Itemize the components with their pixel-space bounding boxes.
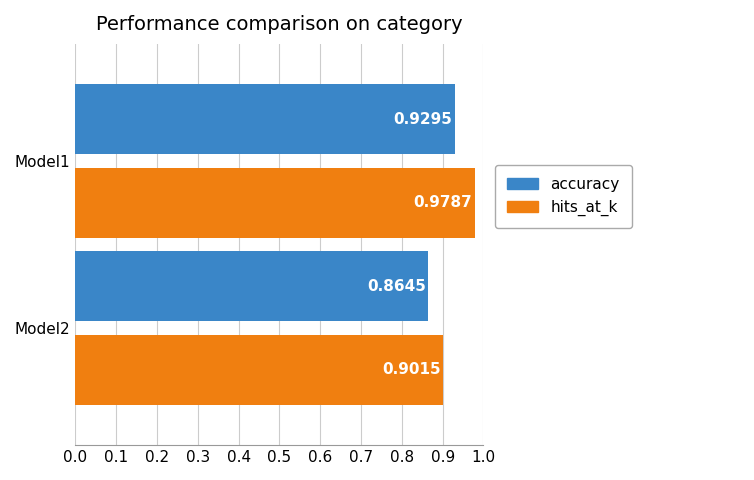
Bar xyxy=(75,251,428,322)
Bar xyxy=(75,84,455,154)
Bar xyxy=(75,335,443,405)
Title: Performance comparison on category: Performance comparison on category xyxy=(97,15,463,34)
Text: 0.9295: 0.9295 xyxy=(394,112,452,127)
Text: 0.9015: 0.9015 xyxy=(382,362,441,377)
Text: 0.9787: 0.9787 xyxy=(414,195,472,210)
Bar xyxy=(75,168,475,238)
Text: 0.8645: 0.8645 xyxy=(367,279,426,294)
Legend: accuracy, hits_at_k: accuracy, hits_at_k xyxy=(495,165,632,228)
